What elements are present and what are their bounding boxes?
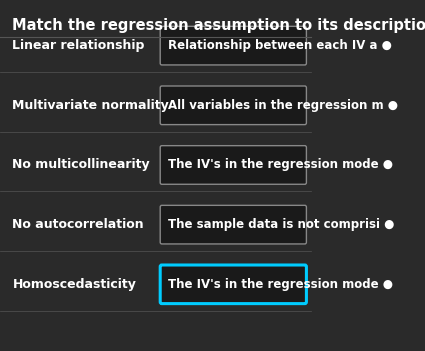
Text: No autocorrelation: No autocorrelation	[12, 218, 144, 231]
FancyBboxPatch shape	[160, 26, 306, 65]
Text: Linear relationship: Linear relationship	[12, 39, 145, 52]
Text: The IV's in the regression mode ●: The IV's in the regression mode ●	[168, 158, 393, 172]
Text: Match the regression assumption to its description.: Match the regression assumption to its d…	[12, 18, 425, 33]
Text: Multivariate normality: Multivariate normality	[12, 99, 169, 112]
FancyBboxPatch shape	[160, 265, 306, 304]
Text: The IV's in the regression mode ●: The IV's in the regression mode ●	[168, 278, 393, 291]
Text: Homoscedasticity: Homoscedasticity	[12, 278, 136, 291]
FancyBboxPatch shape	[160, 86, 306, 125]
Text: Relationship between each IV a ●: Relationship between each IV a ●	[168, 39, 392, 52]
Text: No multicollinearity: No multicollinearity	[12, 158, 150, 172]
FancyBboxPatch shape	[160, 146, 306, 184]
Text: All variables in the regression m ●: All variables in the regression m ●	[168, 99, 398, 112]
FancyBboxPatch shape	[160, 205, 306, 244]
Text: The sample data is not comprisi ●: The sample data is not comprisi ●	[168, 218, 394, 231]
